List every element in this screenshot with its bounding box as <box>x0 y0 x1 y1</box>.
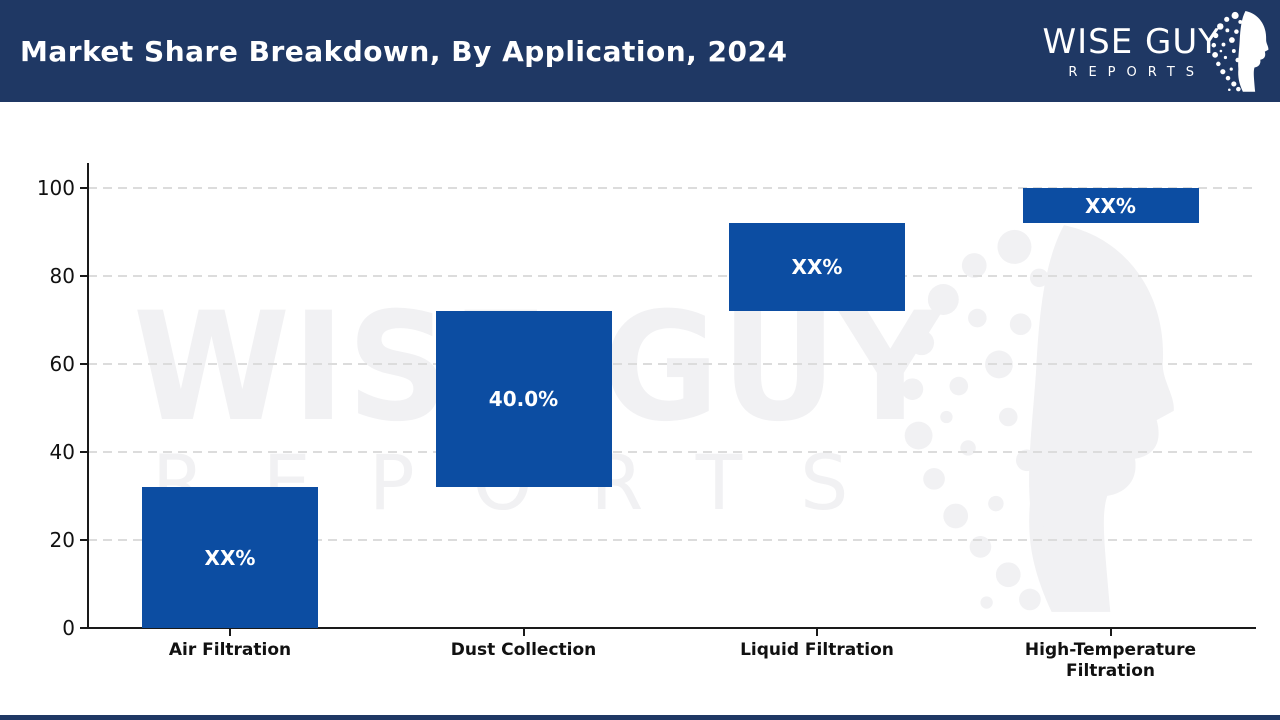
x-tick-high-temperature-filtration <box>1109 629 1112 636</box>
y-gridline-100 <box>88 187 1256 189</box>
page-title: Market Share Breakdown, By Application, … <box>20 34 788 68</box>
bar-value-label: 40.0% <box>488 387 559 412</box>
y-tick-60 <box>80 363 87 365</box>
y-tick-label-80: 80 <box>49 264 75 288</box>
bar-high-temperature-filtration: XX% <box>1022 188 1199 224</box>
bar-value-label: XX% <box>204 545 256 570</box>
y-tick-100 <box>80 187 87 189</box>
bar-liquid-filtration: XX% <box>729 223 905 312</box>
y-tick-label-40: 40 <box>49 440 75 464</box>
y-tick-label-60: 60 <box>49 352 75 376</box>
x-category-label-dust-collection: Dust Collection <box>450 640 597 660</box>
bar-value-label: XX% <box>1085 193 1136 218</box>
y-tick-80 <box>80 275 87 277</box>
y-gridline-60 <box>88 363 1256 365</box>
brand-logo-text: WISE GUY REPORTS <box>1042 22 1220 80</box>
x-axis-line <box>87 627 1256 629</box>
y-gridline-40 <box>88 451 1256 453</box>
brand-subname: REPORTS <box>1068 65 1206 80</box>
brand-name: WISE GUY <box>1042 22 1220 62</box>
bar-air-filtration: XX% <box>142 487 318 628</box>
brand-head-icon <box>1211 10 1269 92</box>
footer-bar <box>0 715 1280 720</box>
bar-value-label: XX% <box>791 255 843 280</box>
brand-logo: WISE GUY REPORTS <box>1042 4 1272 98</box>
y-tick-40 <box>80 451 87 453</box>
y-tick-0 <box>80 627 87 629</box>
bar-dust-collection: 40.0% <box>435 311 612 488</box>
x-tick-air-filtration <box>229 629 231 636</box>
y-gridline-80 <box>88 275 1256 277</box>
y-tick-label-100: 100 <box>36 176 75 200</box>
x-tick-liquid-filtration <box>816 629 818 636</box>
y-axis-line <box>87 163 89 629</box>
header-bar: Market Share Breakdown, By Application, … <box>0 0 1280 102</box>
y-tick-20 <box>80 539 87 541</box>
x-category-label-high-temperature-filtration: High-Temperature Filtration <box>1024 640 1197 682</box>
x-category-label-liquid-filtration: Liquid Filtration <box>740 640 894 660</box>
x-category-label-air-filtration: Air Filtration <box>168 640 292 660</box>
y-tick-label-20: 20 <box>49 528 75 552</box>
y-tick-label-0: 0 <box>62 616 75 640</box>
x-tick-dust-collection <box>522 629 525 636</box>
y-gridline-20 <box>88 539 1256 541</box>
